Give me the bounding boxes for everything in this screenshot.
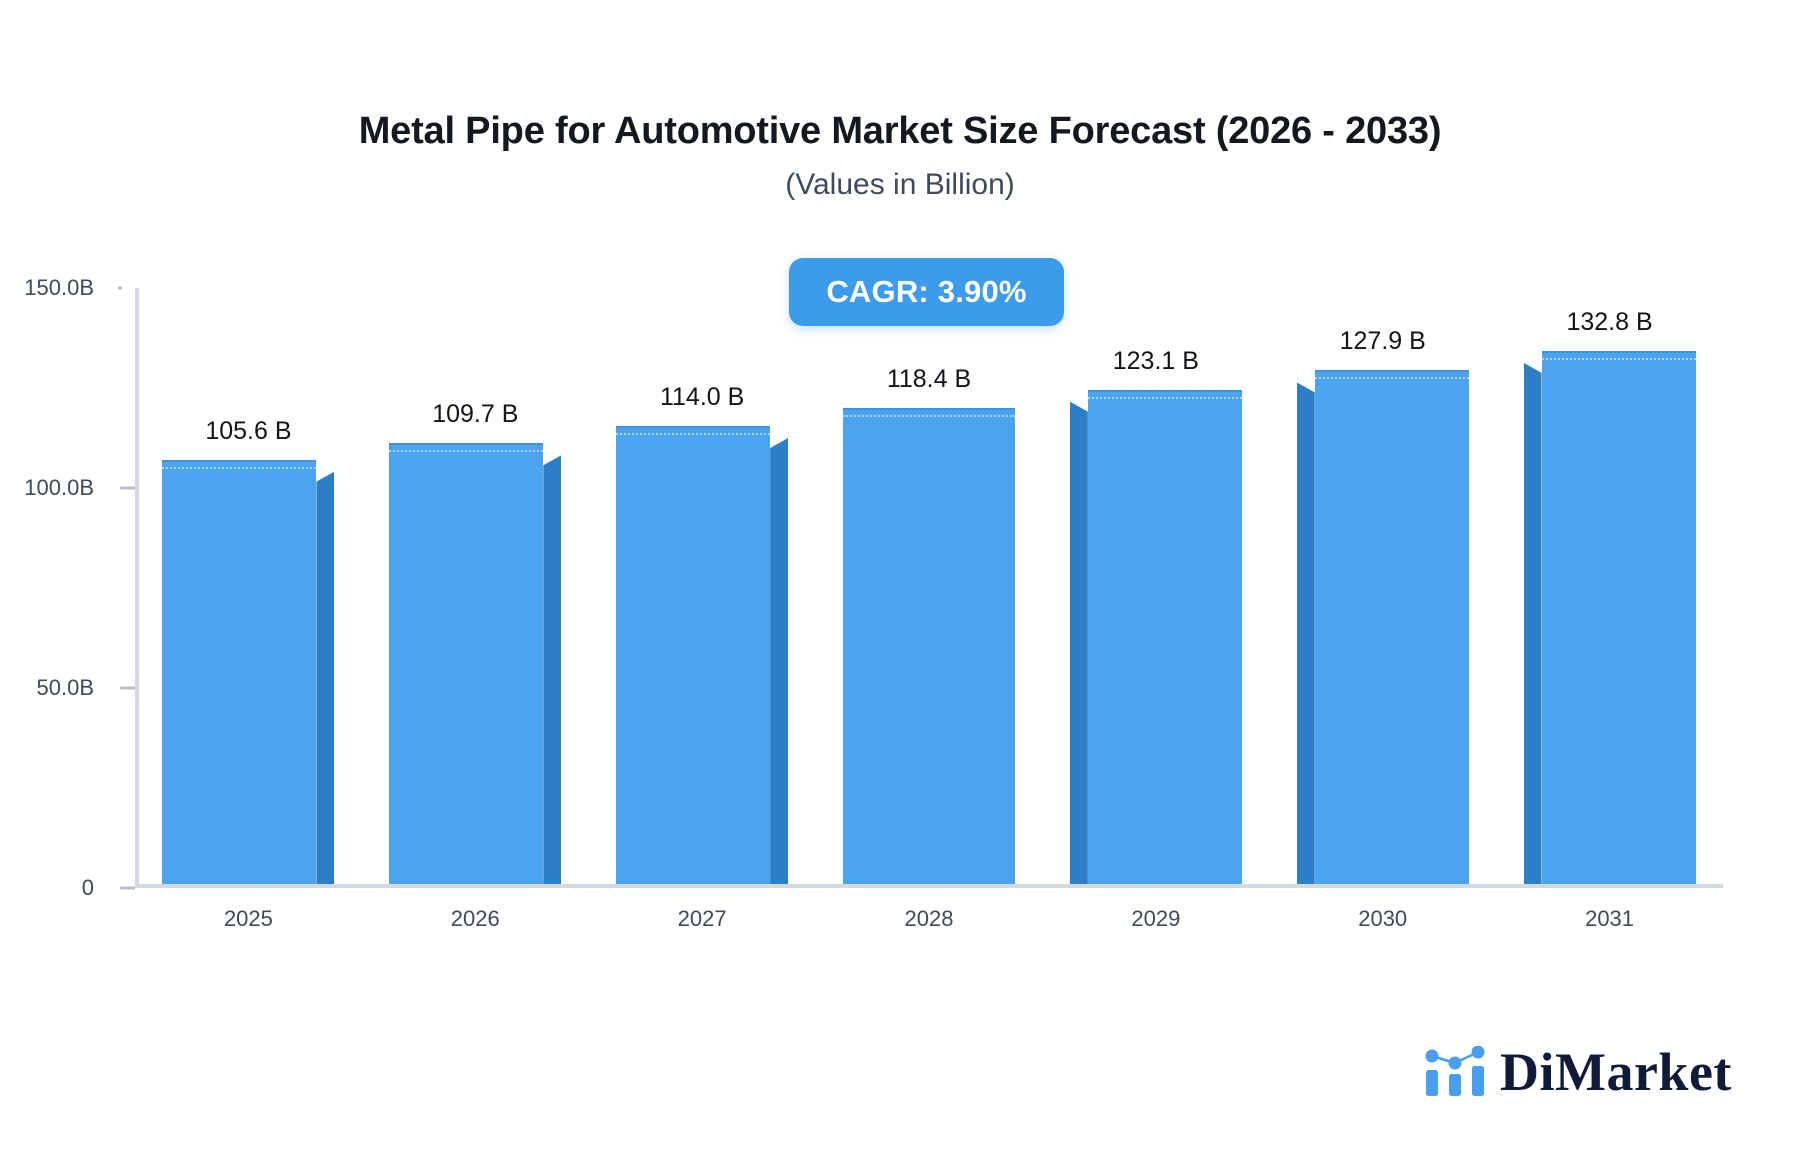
bar-front-face bbox=[1087, 389, 1242, 884]
bar-value-label: 132.8 B bbox=[1566, 307, 1653, 336]
dimarket-logo: DiMarket bbox=[1424, 1045, 1732, 1099]
bar[interactable]: 114.0 B bbox=[616, 383, 789, 884]
bar-front-face bbox=[162, 459, 317, 884]
bar-value-label: 114.0 B bbox=[659, 383, 745, 411]
bar-front-face bbox=[843, 408, 1015, 884]
plot-area: 105.6 B 109.7 B 114.0 B 118.4 B 123.1 B 127.9… bbox=[135, 288, 1723, 888]
x-axis-tick-label: 2028 bbox=[904, 906, 954, 931]
bar-value-label: 118.4 B bbox=[886, 365, 972, 394]
bar[interactable]: 118.4 B bbox=[843, 365, 1015, 884]
y-axis-tick-mark bbox=[120, 686, 135, 690]
bar-side-face bbox=[316, 471, 335, 884]
bar[interactable]: 109.7 B bbox=[389, 400, 562, 884]
bar-front-face bbox=[1314, 370, 1469, 884]
y-axis-tick-mark bbox=[118, 286, 122, 290]
bar-chart-icon bbox=[1425, 1046, 1485, 1096]
y-axis-tick-label: 150.0B bbox=[24, 275, 94, 300]
cagr-badge: CAGR: 3.90% bbox=[789, 258, 1064, 326]
x-axis-tick-label: 2027 bbox=[677, 906, 727, 931]
bar[interactable]: 123.1 B bbox=[1069, 347, 1242, 884]
y-axis-tick-mark bbox=[120, 886, 135, 890]
bar[interactable]: 127.9 B bbox=[1296, 327, 1469, 884]
x-axis-line bbox=[135, 884, 1723, 888]
y-axis-tick-label: 100.0B bbox=[24, 475, 94, 500]
chart-title: Metal Pipe for Automotive Market Size Fo… bbox=[358, 110, 1442, 152]
bar-side-face bbox=[1523, 362, 1542, 884]
bar-side-face bbox=[543, 455, 562, 884]
x-axis-tick-label: 2025 bbox=[223, 906, 273, 931]
chart-subtitle: (Values in Billion) bbox=[785, 168, 1015, 201]
cagr-badge-label: CAGR: 3.90% bbox=[826, 274, 1027, 309]
bar-value-label: 105.6 B bbox=[205, 416, 292, 445]
x-axis-tick-label: 2029 bbox=[1131, 906, 1181, 931]
bar-front-face bbox=[616, 426, 771, 884]
logo-text: DiMarket bbox=[1500, 1042, 1732, 1102]
bar-side-face bbox=[770, 438, 789, 884]
bar-front-face bbox=[1541, 350, 1696, 884]
bar[interactable]: 132.8 B bbox=[1523, 308, 1696, 884]
bar-side-face bbox=[1069, 401, 1088, 884]
x-axis-tick-label: 2030 bbox=[1358, 906, 1408, 931]
bar[interactable]: 105.6 B bbox=[162, 417, 335, 884]
x-axis-tick-label: 2031 bbox=[1585, 906, 1635, 931]
bar-value-label: 127.9 B bbox=[1339, 327, 1426, 356]
y-axis-tick-label: 50.0B bbox=[36, 675, 95, 700]
y-axis-tick-label: 0 bbox=[81, 875, 94, 900]
bar-value-label: 109.7 B bbox=[432, 400, 519, 429]
y-axis-tick-mark bbox=[120, 486, 135, 490]
bar-side-face bbox=[1296, 382, 1315, 884]
bar-value-label: 123.1 B bbox=[1112, 346, 1199, 375]
y-axis-line bbox=[135, 288, 139, 888]
x-axis-tick-label: 2026 bbox=[450, 906, 500, 931]
bar-front-face bbox=[389, 443, 544, 884]
